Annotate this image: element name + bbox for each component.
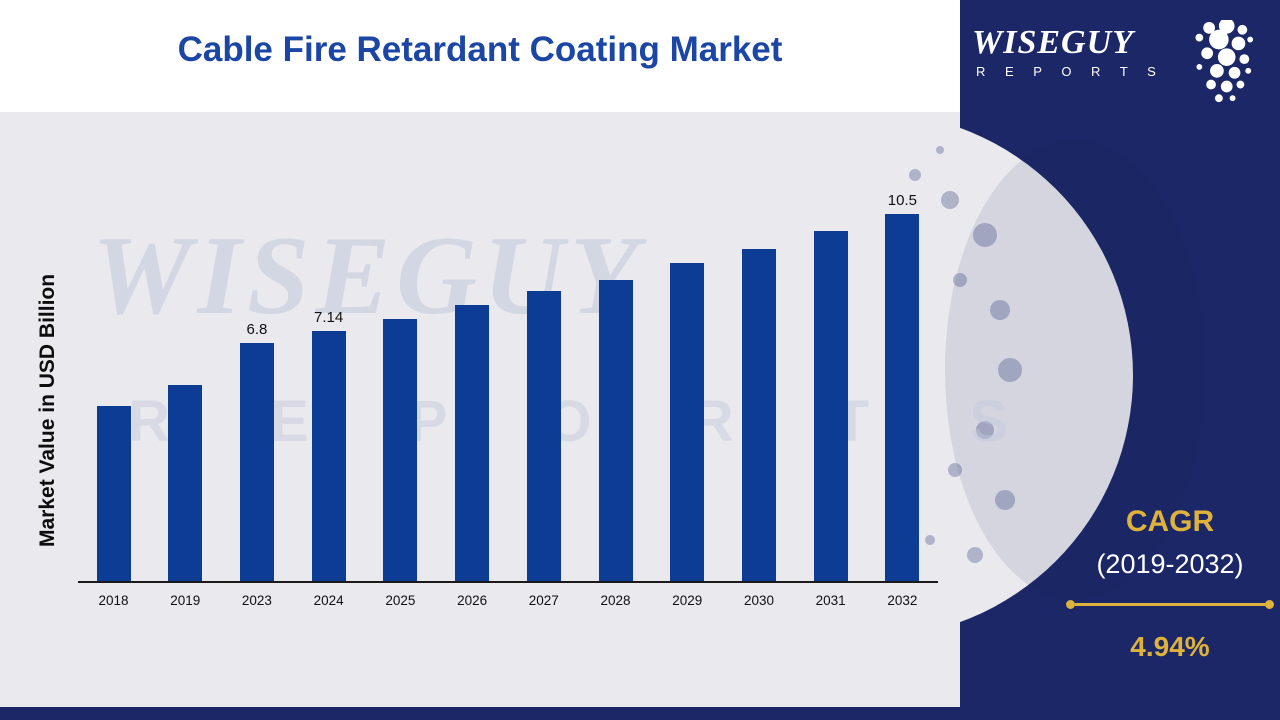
bar-2025: [383, 318, 418, 581]
wiseguy-dotted-face-icon: [1195, 20, 1253, 103]
wiseguy-logo-reports: R E P O R T S: [976, 64, 1164, 80]
cagr-heading: CAGR: [1125, 505, 1215, 538]
bar-2023: [239, 343, 274, 581]
bar-value-label-2023: 6.8: [246, 321, 268, 338]
x-tick-label-2026: 2026: [457, 593, 488, 608]
bar-column-2025: 2025: [365, 130, 436, 608]
wiseguy-logo-name: WISEGUY: [972, 24, 1134, 61]
bar-2019: [168, 385, 203, 581]
footer-bar: [0, 707, 1280, 720]
bar-2028: [598, 280, 633, 581]
x-tick-label-2029: 2029: [672, 593, 703, 608]
bar-2032: [885, 213, 920, 581]
x-tick-label-2018: 2018: [98, 593, 129, 608]
bar-column-2029: 2029: [652, 130, 723, 608]
bar-column-2019: 2019: [150, 130, 221, 608]
x-tick-label-2025: 2025: [385, 593, 416, 608]
cagr-block: CAGR (2019-2032) 4.94%: [1060, 505, 1280, 663]
bar-column-2027: 2027: [508, 130, 579, 608]
bar-2030: [741, 248, 776, 581]
cagr-divider-left-dot: [1066, 600, 1075, 609]
x-tick-label-2031: 2031: [815, 593, 846, 608]
watermark-reports-text: R E P O R T S: [128, 389, 1051, 454]
x-tick-label-2030: 2030: [743, 593, 774, 608]
bar-column-2028: 2028: [580, 130, 651, 608]
bar-2018: [96, 406, 131, 581]
x-tick-label-2019: 2019: [170, 593, 201, 608]
bar-column-2032: 10.5 2032: [867, 130, 938, 608]
bar-2031: [813, 231, 848, 581]
bar-column-2030: 2030: [723, 130, 794, 608]
bar-2027: [526, 290, 561, 581]
cagr-value: 4.94%: [1130, 631, 1210, 662]
x-tick-label-2027: 2027: [528, 593, 559, 608]
y-axis-label: Market Value in USD Billion: [36, 273, 59, 548]
wiseguy-logo: WISEGUY R E P O R T S: [972, 20, 1272, 108]
bar-column-2026: 2026: [437, 130, 508, 608]
wiseguy-logo-text: WISEGUY R E P O R T S: [972, 24, 1164, 79]
x-tick-label-2028: 2028: [600, 593, 631, 608]
cagr-divider: [1060, 600, 1280, 609]
bar-column-2023: 6.8 2023: [221, 130, 292, 608]
page-title: Cable Fire Retardant Coating Market: [177, 30, 783, 69]
bar-2029: [670, 262, 705, 581]
cagr-divider-line: [1075, 603, 1265, 606]
x-tick-label-2023: 2023: [241, 593, 272, 608]
x-tick-label-2024: 2024: [313, 593, 344, 608]
cagr-period: (2019-2032): [1096, 549, 1244, 579]
bar-value-label-2032: 10.5: [887, 191, 917, 209]
x-tick-label-2032: 2032: [887, 593, 918, 608]
bar-column-2018: 2018: [78, 130, 149, 608]
bar-value-label-2024: 7.14: [314, 309, 344, 327]
plot-area: 2018 2019 6.8 2023 7.14 2024 2025 2026 2027 2028 2…: [78, 130, 938, 608]
bar-column-2024: 7.14 2024: [293, 130, 364, 608]
cagr-divider-right-dot: [1265, 600, 1274, 609]
bar-2026: [455, 304, 490, 581]
bar-2024: [311, 331, 346, 581]
bar-column-2031: 2031: [795, 130, 866, 608]
